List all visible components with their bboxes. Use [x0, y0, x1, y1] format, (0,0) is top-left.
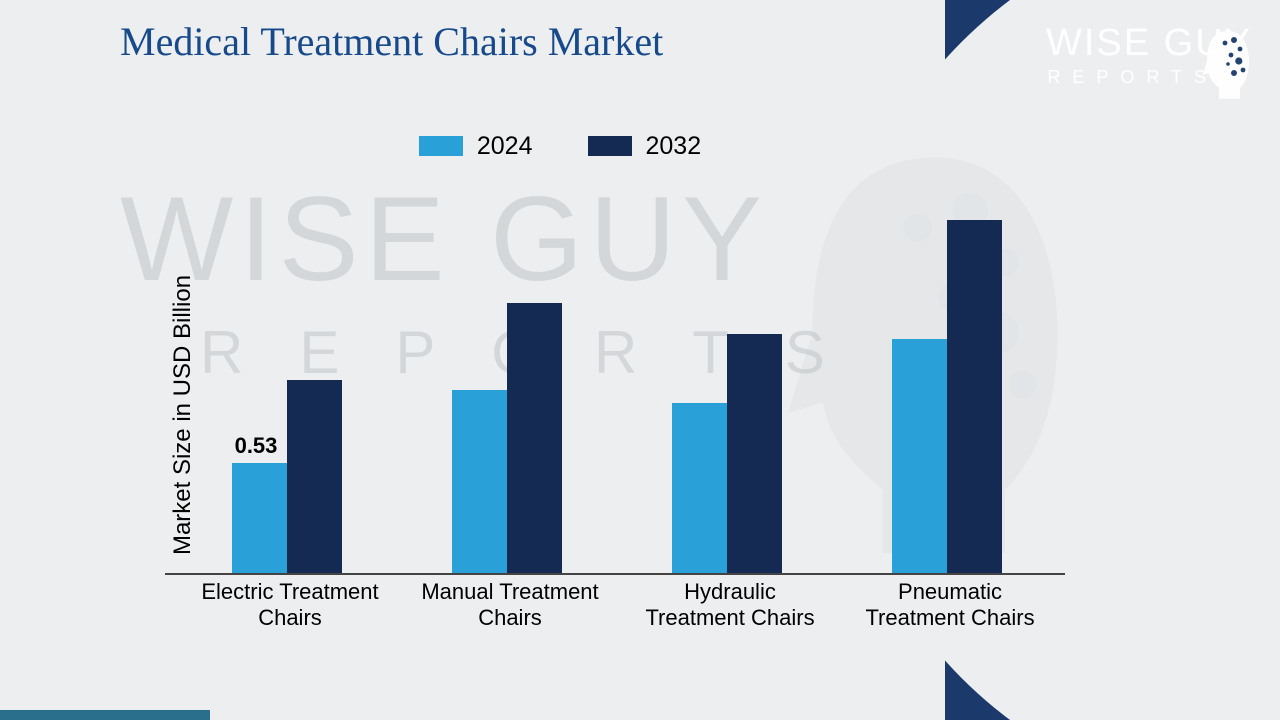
chart-legend: 2024 2032	[55, 132, 1065, 160]
bar-2024	[452, 390, 507, 573]
bar-2024	[672, 403, 727, 573]
brand-logo: WISE GUY REPORTS	[972, 22, 1252, 112]
x-axis-label: Manual Treatment Chairs	[415, 573, 605, 632]
bar-2032	[947, 220, 1002, 573]
plot-region: 0.53Electric Treatment ChairsManual Trea…	[165, 160, 1065, 575]
bar-2024	[232, 463, 287, 573]
bar-2032	[507, 303, 562, 573]
page-title: Medical Treatment Chairs Market	[120, 18, 663, 65]
brand-head-icon	[1192, 28, 1252, 100]
bar-2032	[727, 334, 782, 573]
legend-label: 2032	[646, 132, 702, 161]
report-canvas: WISE GUY REPORTS WISE GUY REPORTS	[0, 0, 1280, 720]
x-axis-label: Hydraulic Treatment Chairs	[635, 573, 825, 632]
legend-label: 2024	[477, 132, 533, 161]
footer-accent-bar	[0, 710, 210, 720]
chart-area: Market Size in USD Billion 2024 2032 0.5…	[55, 160, 1065, 670]
bar-2024	[892, 339, 947, 573]
legend-swatch	[419, 136, 463, 156]
legend-swatch	[588, 136, 632, 156]
bar-2032	[287, 380, 342, 573]
legend-item: 2032	[588, 132, 702, 161]
legend-item: 2024	[419, 132, 533, 161]
x-axis-label: Pneumatic Treatment Chairs	[855, 573, 1045, 632]
x-axis-label: Electric Treatment Chairs	[195, 573, 385, 632]
bar-value-label: 0.53	[216, 433, 296, 459]
